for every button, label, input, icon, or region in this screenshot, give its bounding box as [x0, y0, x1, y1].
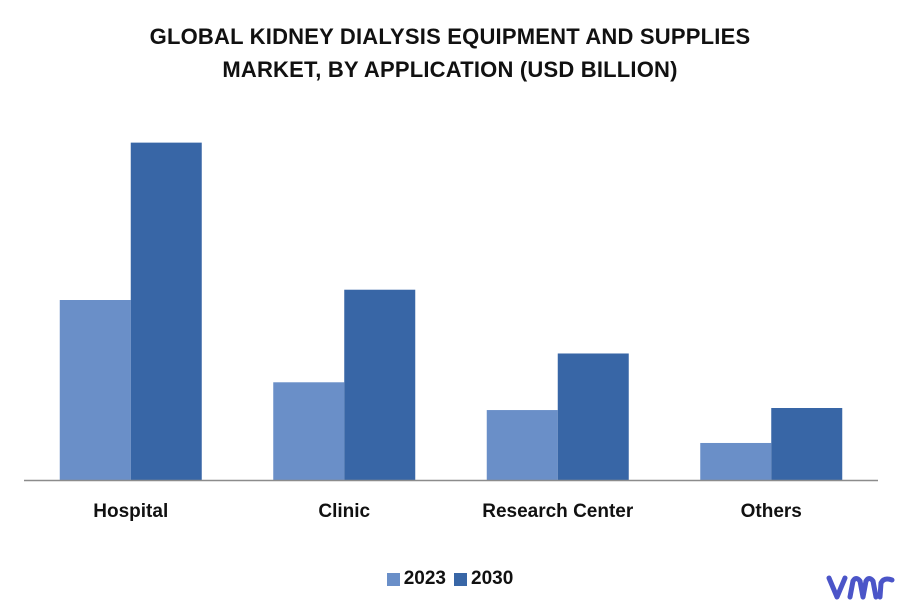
legend-label-2023: 2023	[403, 568, 446, 589]
legend-label-2030: 2030	[471, 568, 514, 589]
bar-hospital-2023	[59, 300, 131, 480]
legend-swatch-2030	[454, 572, 467, 586]
chart-title-line-1: GLOBAL KIDNEY DIALYSIS EQUIPMENT AND SUP…	[149, 24, 751, 49]
bar-others-2023	[700, 442, 772, 480]
legend-item-2030: 2030	[454, 568, 513, 590]
bar-others-2030	[771, 408, 843, 480]
legend-item-2023: 2023	[386, 568, 446, 590]
vmr-logo-icon	[826, 575, 895, 600]
bar-clinic-2023	[273, 382, 345, 480]
legend-swatch-2023	[386, 572, 400, 586]
category-label-hospital: Hospital	[93, 501, 168, 522]
bar-hospital-2030	[130, 142, 202, 480]
chart-title: GLOBAL KIDNEY DIALYSIS EQUIPMENT AND SUP…	[0, 20, 900, 86]
bar-clinic-2030	[344, 289, 416, 480]
category-label-clinic: Clinic	[318, 501, 370, 522]
category-label-research-center: Research Center	[482, 501, 634, 522]
bar-research-center-2030	[557, 353, 629, 480]
category-label-others: Others	[741, 501, 802, 522]
legend: 2023 2030	[0, 568, 900, 590]
chart-title-line-2: MARKET, BY APPLICATION (USD BILLION)	[222, 57, 678, 82]
bar-research-center-2023	[486, 410, 558, 480]
